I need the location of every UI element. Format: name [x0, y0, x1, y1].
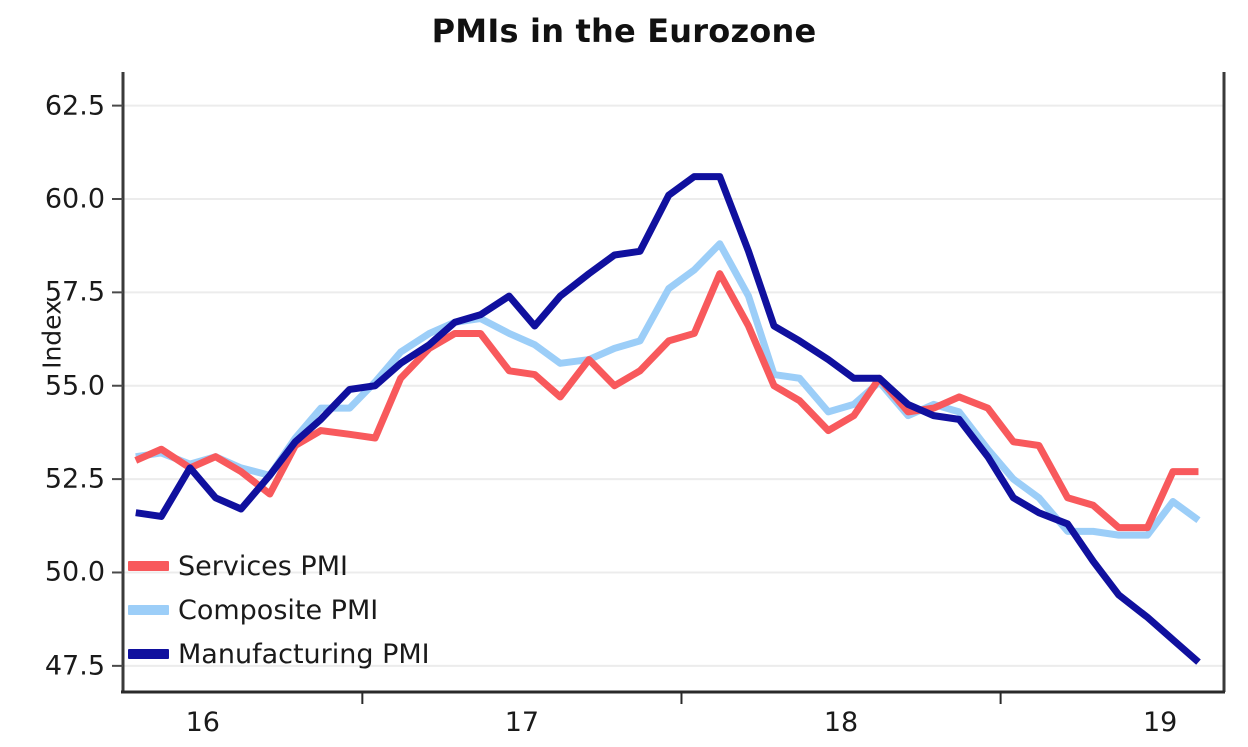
y-tick-label: 52.5	[44, 463, 105, 495]
series-line	[135, 173, 1201, 665]
chart-legend: Services PMI Composite PMI Manufacturing…	[128, 548, 430, 672]
legend-label-manufacturing: Manufacturing PMI	[178, 638, 430, 670]
legend-item-services[interactable]: Services PMI	[128, 548, 430, 584]
y-tick-label: 60.0	[44, 183, 105, 215]
series-line	[135, 240, 1201, 539]
y-tick-label: 47.5	[44, 650, 105, 682]
x-tick-label: 17	[504, 707, 540, 738]
x-tick-label: 16	[185, 707, 220, 738]
y-tick-label: 62.5	[44, 90, 105, 122]
legend-item-composite[interactable]: Composite PMI	[128, 592, 430, 628]
legend-swatch-services	[128, 561, 169, 571]
y-tick-label: 55.0	[44, 370, 105, 402]
series-line	[134, 270, 1199, 532]
y-tick-label: 57.5	[44, 276, 105, 308]
x-tick-label: 18	[823, 707, 859, 738]
legend-swatch-composite	[128, 605, 169, 615]
legend-item-manufacturing[interactable]: Manufacturing PMI	[128, 636, 430, 672]
legend-label-services: Services PMI	[178, 550, 348, 582]
legend-label-composite: Composite PMI	[178, 594, 379, 626]
y-tick-label: 50.0	[44, 556, 105, 588]
x-tick-label: 19	[1142, 707, 1178, 738]
page-title: PMIs in the Eurozone	[431, 12, 817, 50]
legend-swatch-manufacturing	[128, 649, 169, 659]
